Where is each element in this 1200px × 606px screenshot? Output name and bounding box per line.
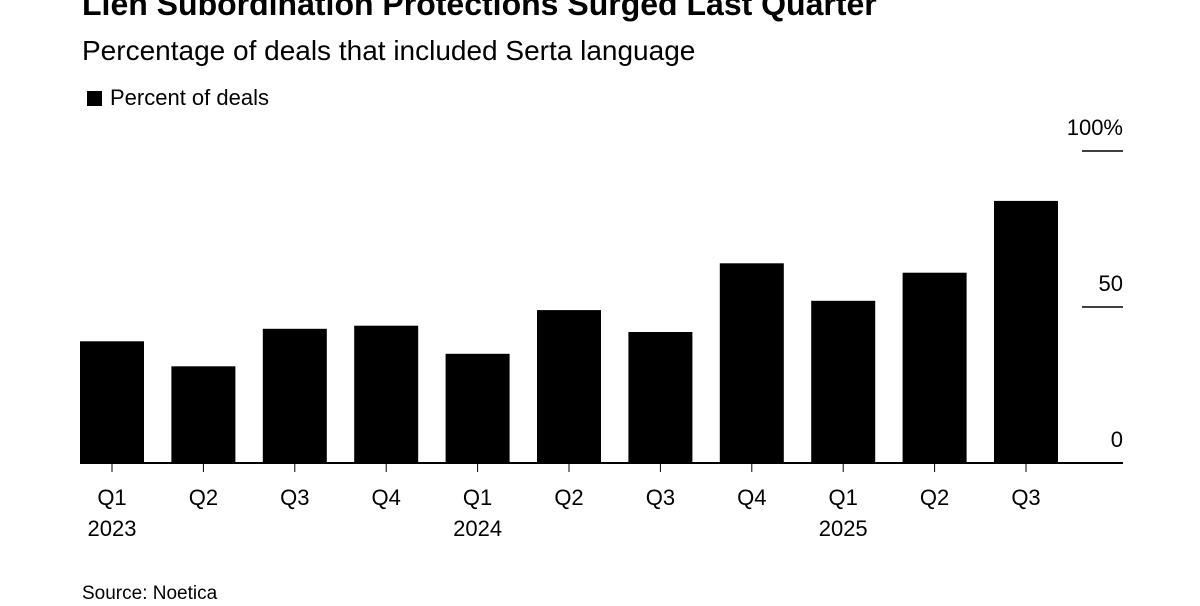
bar (994, 200, 1058, 463)
bar (354, 325, 419, 463)
bar (171, 366, 236, 463)
bar (262, 328, 327, 463)
x-tick-label: Q1 (829, 485, 858, 510)
y-tick-label: 100% (1067, 115, 1123, 140)
bar (445, 353, 510, 463)
bar (811, 300, 876, 463)
chart-legend: Percent of deals (87, 85, 269, 111)
x-tick-year-label: 2023 (88, 516, 137, 541)
x-tick-label: Q1 (463, 485, 492, 510)
y-tick-label: 0 (1111, 427, 1123, 452)
x-tick-label: Q4 (372, 485, 401, 510)
x-tick-label: Q2 (189, 485, 218, 510)
legend-swatch (87, 90, 102, 106)
chart-subtitle: Percentage of deals that included Serta … (82, 35, 696, 66)
source-note: Source: Noetica (82, 583, 218, 604)
x-tick-label: Q3 (646, 485, 675, 510)
x-axis: Q1 2023 Q2 Q3 Q4 Q1 2024 Q2 Q3 Q4 Q1 2025 Q2 Q3 (88, 463, 1041, 541)
x-tick-label: Q2 (554, 485, 583, 510)
x-tick-label: Q2 (920, 485, 949, 510)
x-tick-label: Q4 (737, 485, 766, 510)
bar (719, 263, 784, 463)
bar (902, 272, 967, 463)
x-tick-year-label: 2024 (453, 516, 502, 541)
x-tick-year-label: 2025 (819, 516, 868, 541)
y-axis: 0 50 100% (1067, 115, 1123, 452)
bar (537, 310, 601, 463)
x-tick-label: Q3 (1011, 485, 1040, 510)
chart-title: Lien Subordination Protections Surged La… (82, 0, 877, 22)
bar (628, 332, 693, 463)
x-tick-label: Q1 (97, 485, 126, 510)
y-tick-label: 50 (1099, 271, 1123, 296)
bars (80, 200, 1058, 463)
legend-label: Percent of deals (110, 85, 269, 110)
bar (80, 341, 144, 463)
x-tick-label: Q3 (280, 485, 309, 510)
